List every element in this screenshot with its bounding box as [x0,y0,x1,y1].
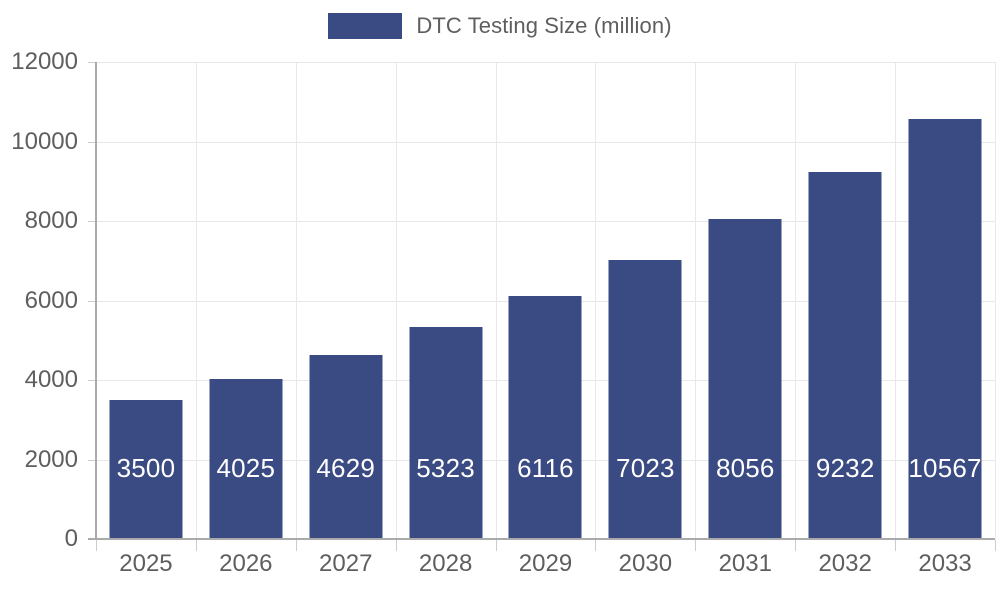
bar-group[interactable]: 4025 [196,62,296,539]
y-tick-label: 8000 [24,207,78,234]
bar-group[interactable]: 8056 [695,62,795,539]
bar-value-label: 4025 [216,453,276,483]
y-tick-mark [88,300,96,302]
gridline-vertical [995,62,996,539]
chart-legend: DTC Testing Size (million) [0,8,1000,44]
bar-group[interactable]: 9232 [795,62,895,539]
bar-value-label: 7023 [616,453,675,483]
gridline-horizontal [96,221,995,222]
bar-group[interactable]: 3500 [96,62,196,539]
y-tick-label: 12000 [11,48,78,75]
bar-value-label: 8056 [715,453,775,483]
bar[interactable] [808,172,882,539]
bar[interactable] [508,295,582,539]
x-tick-mark [795,540,797,551]
x-tick-label: 2028 [418,550,473,577]
x-tick-label: 2030 [618,550,673,577]
bar[interactable] [209,379,283,539]
y-axis-spine [95,62,97,540]
x-tick-mark [395,540,397,551]
x-tick-mark [495,540,497,551]
bar[interactable] [409,327,483,539]
gridline-horizontal [96,62,995,63]
x-tick-mark [96,540,97,551]
x-tick-label: 2025 [119,550,173,577]
y-tick-label: 10000 [11,127,78,155]
bar-value-label: 6116 [517,453,574,483]
x-tick-mark [995,540,996,551]
y-tick-label: 2000 [24,445,78,473]
gridline-vertical [695,62,696,539]
bar-value-label: 3500 [116,453,176,483]
x-tick-label: 2032 [818,550,872,577]
bar-value-label: 4629 [316,453,376,483]
y-tick-mark [88,380,96,381]
y-tick-mark [88,221,96,222]
legend-color-swatch [328,13,403,39]
x-tick-mark [595,540,597,551]
x-tick-mark [295,540,297,551]
x-tick-label: 2031 [718,550,772,577]
gridline-vertical [795,62,796,539]
gridline-vertical [496,62,497,539]
gridline-vertical [396,62,397,539]
y-tick-label: 0 [64,525,78,552]
x-tick-label: 2033 [918,550,972,577]
bar[interactable] [608,259,682,539]
gridline-vertical [595,62,596,539]
y-tick-mark [88,141,96,143]
x-axis-baseline [88,538,995,540]
gridline-vertical [296,62,297,539]
bar-value-label: 10567 [908,453,982,483]
y-tick-label: 6000 [24,286,78,314]
bar-value-label: 5323 [416,453,475,483]
y-tick-mark [88,62,96,63]
bar-group[interactable]: 10567 [895,62,995,539]
gridline-vertical [196,62,197,539]
x-tick-mark [895,540,897,551]
bar-group[interactable]: 7023 [595,62,695,539]
x-tick-label: 2026 [219,550,273,577]
bar-group[interactable]: 5323 [396,62,496,539]
gridline-horizontal [96,141,995,143]
x-tick-mark [195,540,197,551]
x-tick-label: 2027 [319,550,373,577]
plot-area: 3500 4025 4629 5323 6116 7023 8056 9232 10567 [88,62,996,540]
bar-group[interactable]: 6116 [496,62,596,539]
y-tick-label: 4000 [24,366,78,393]
bar[interactable] [708,218,782,539]
y-tick-mark [88,459,96,461]
bar[interactable] [908,118,982,539]
gridline-vertical [895,62,896,539]
bar[interactable] [109,399,183,539]
x-tick-mark [695,540,697,551]
x-tick-label: 2029 [518,550,573,577]
bar-value-label: 9232 [815,453,875,483]
bar-group[interactable]: 4629 [296,62,396,539]
bar[interactable] [309,355,383,539]
legend-label: DTC Testing Size (million) [416,13,672,38]
